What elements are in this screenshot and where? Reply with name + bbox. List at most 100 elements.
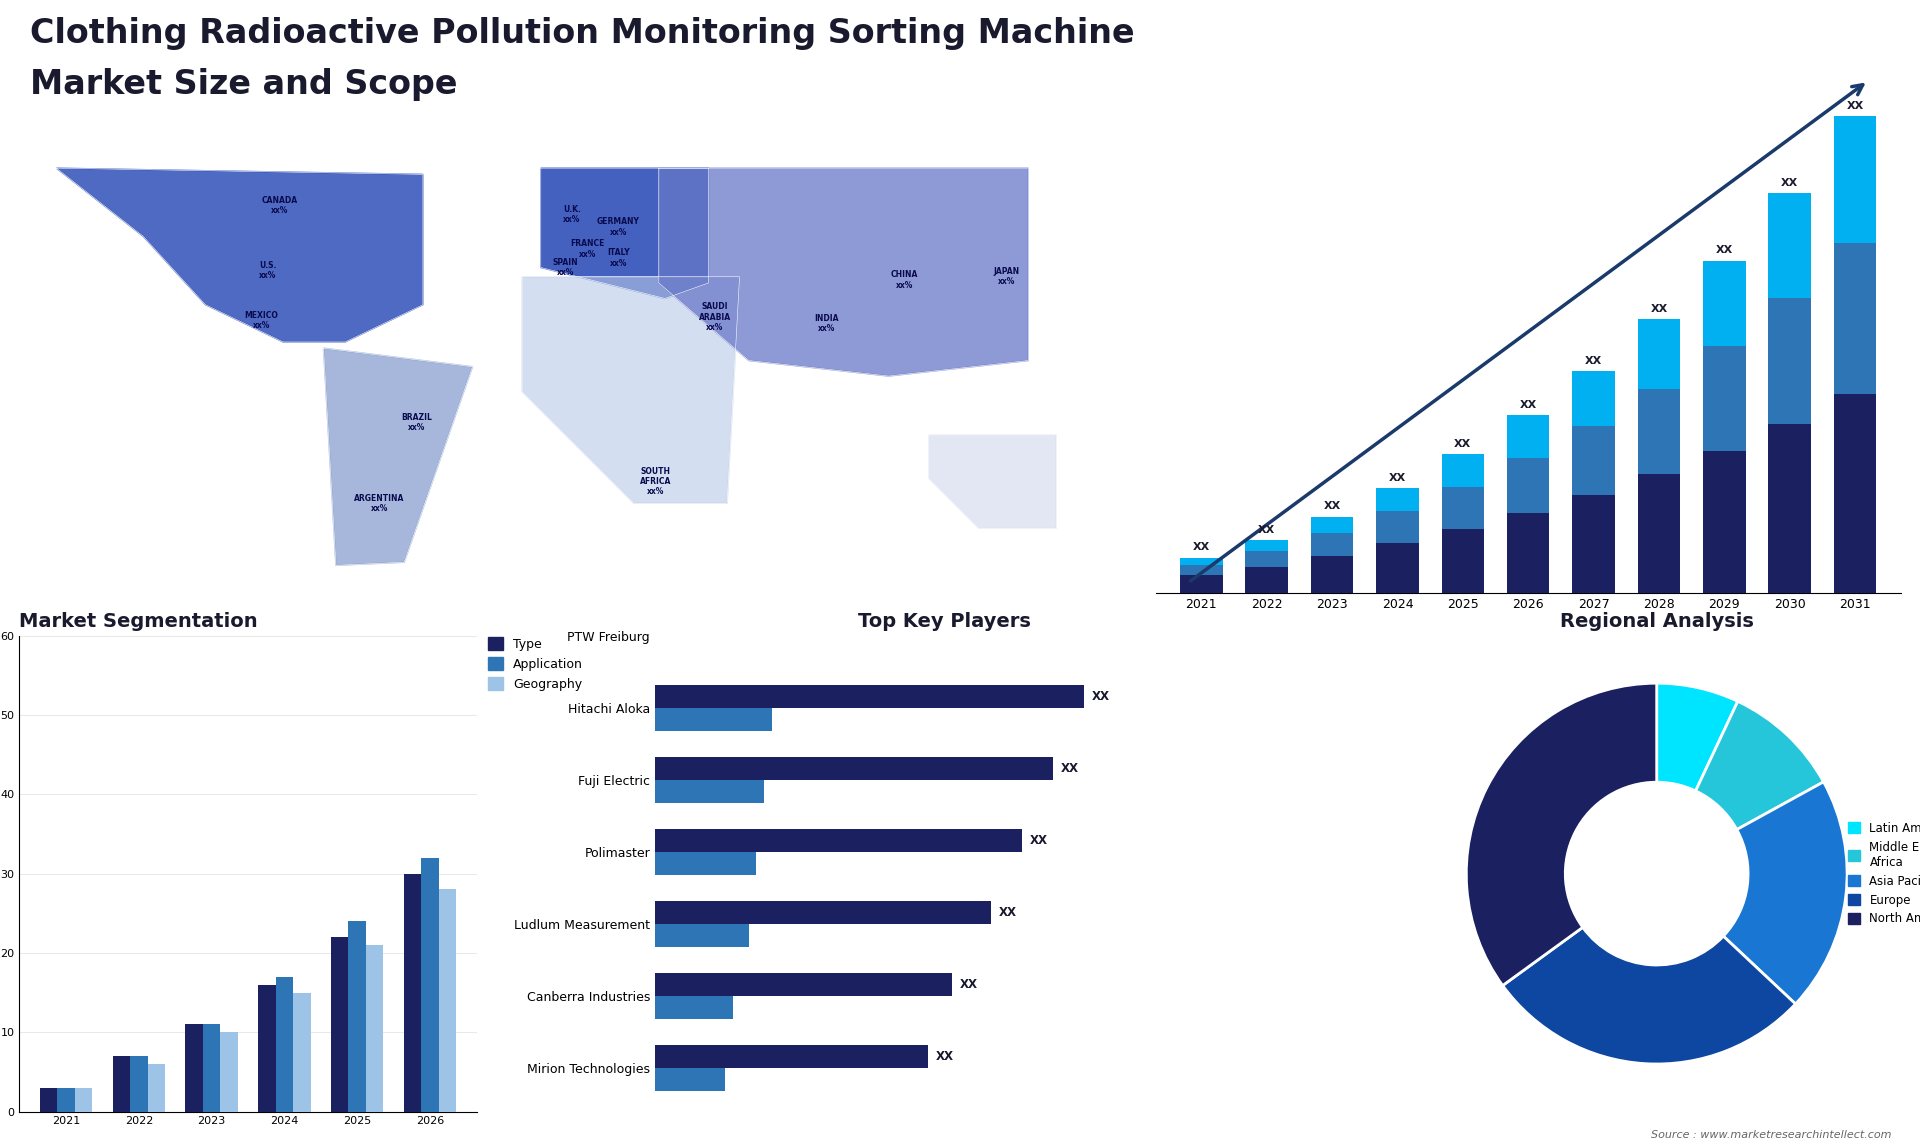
Text: GERMANY
xx%: GERMANY xx% [597,218,639,237]
Wedge shape [1657,683,1738,791]
Polygon shape [323,348,472,565]
Bar [655,901,991,924]
Text: MEXICO
xx%: MEXICO xx% [244,311,278,330]
Bar [438,889,457,1112]
Polygon shape [56,168,422,342]
Title: Top Key Players: Top Key Players [858,612,1031,631]
Polygon shape [929,435,1056,528]
Bar [1834,117,1876,243]
Text: XX: XX [1029,834,1048,847]
Text: BRAZIL
xx%: BRAZIL xx% [401,413,432,432]
Legend: Latin America, Middle East &
Africa, Asia Pacific, Europe, North America: Latin America, Middle East & Africa, Asi… [1843,817,1920,931]
Bar [655,756,1052,779]
Text: U.K.
xx%: U.K. xx% [563,205,582,225]
Bar [330,937,348,1112]
Bar [1638,388,1680,474]
Bar [655,973,952,996]
Text: XX: XX [1716,245,1734,256]
Text: ITALY
xx%: ITALY xx% [607,249,630,268]
Text: XX: XX [1584,355,1601,366]
Text: MARKET
RESEARCH
INTELLECT: MARKET RESEARCH INTELLECT [1795,47,1849,81]
Bar [1311,533,1354,556]
Text: SAUDI
ARABIA
xx%: SAUDI ARABIA xx% [699,303,732,332]
Text: Clothing Radioactive Pollution Monitoring Sorting Machine: Clothing Radioactive Pollution Monitorin… [31,16,1135,49]
Bar [1572,371,1615,426]
Wedge shape [1503,927,1795,1063]
Text: Market Size and Scope: Market Size and Scope [31,68,457,101]
Text: XX: XX [1062,762,1079,775]
Bar [148,1063,165,1112]
Text: CHINA
xx%: CHINA xx% [891,270,918,290]
Bar [1638,474,1680,594]
Bar [186,1025,204,1112]
Bar [655,851,756,876]
Text: XX: XX [1258,525,1275,534]
Bar [113,1057,131,1112]
Bar [1246,566,1288,594]
Text: XX: XX [1092,690,1110,702]
Text: XX: XX [1651,304,1668,314]
Bar [1703,346,1745,450]
Wedge shape [1695,701,1824,830]
Legend: Type, Application, Geography: Type, Application, Geography [484,633,588,696]
Bar [1311,556,1354,594]
Bar [257,984,276,1112]
Bar [1377,543,1419,594]
Bar [655,779,764,803]
Bar [655,1045,927,1068]
Text: XX: XX [1519,400,1536,410]
Bar [655,996,733,1019]
Text: XX: XX [1323,502,1340,511]
Text: Source : www.marketresearchintellect.com: Source : www.marketresearchintellect.com [1651,1130,1891,1140]
Bar [1507,458,1549,513]
Bar [1442,487,1484,529]
Polygon shape [522,277,739,503]
Text: XX: XX [1782,178,1799,188]
Bar [367,945,384,1112]
Bar [1246,540,1288,550]
Title: Regional Analysis: Regional Analysis [1559,612,1753,631]
Polygon shape [1645,22,1757,78]
Bar [348,921,367,1112]
Bar [1181,558,1223,565]
Wedge shape [1467,683,1657,986]
Bar [1703,450,1745,594]
Bar [276,976,294,1112]
Bar [655,1068,726,1091]
Bar [58,1088,75,1112]
Bar [1311,517,1354,533]
Text: XX: XX [1453,439,1471,449]
Bar [420,857,438,1112]
Text: JAPAN
xx%: JAPAN xx% [993,267,1020,286]
Text: SPAIN
xx%: SPAIN xx% [553,258,578,277]
Bar [1834,394,1876,594]
Text: U.S.
xx%: U.S. xx% [259,261,276,281]
Bar [1507,513,1549,594]
Bar [221,1033,238,1112]
Wedge shape [1724,782,1847,1004]
Bar [655,924,749,947]
Bar [1703,260,1745,346]
Polygon shape [541,168,708,298]
Bar [1572,426,1615,495]
Text: XX: XX [1192,542,1210,552]
Bar [40,1088,58,1112]
Text: XX: XX [1388,473,1405,482]
Text: XX: XX [960,978,977,991]
Text: ARGENTINA
xx%: ARGENTINA xx% [353,494,405,513]
Bar [655,684,1085,708]
Bar [1768,424,1811,594]
Text: XX: XX [1847,101,1864,111]
Bar [1181,565,1223,575]
Bar [1834,243,1876,394]
Bar [1768,193,1811,298]
Text: Market Segmentation: Market Segmentation [19,612,257,631]
Text: INDIA
xx%: INDIA xx% [814,314,839,333]
Bar [655,829,1021,851]
Bar [1768,298,1811,424]
Bar [1638,320,1680,388]
Bar [131,1057,148,1112]
Text: CANADA
xx%: CANADA xx% [261,196,298,215]
Polygon shape [659,168,1029,376]
Bar [75,1088,92,1112]
